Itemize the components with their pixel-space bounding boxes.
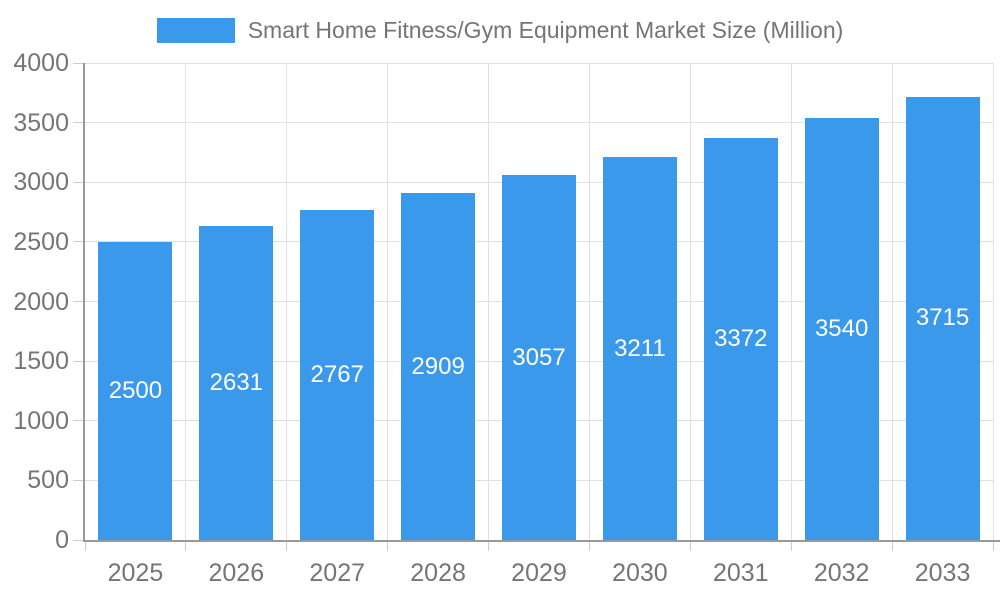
gridline-vertical bbox=[286, 63, 288, 540]
x-axis-label: 2030 bbox=[612, 559, 668, 587]
gridline-vertical bbox=[891, 63, 893, 540]
x-axis-tick bbox=[790, 542, 792, 551]
x-axis-tick bbox=[387, 542, 389, 551]
y-axis-label: 2000 bbox=[13, 287, 69, 316]
y-axis-label: 3500 bbox=[13, 108, 69, 137]
x-axis-label: 2029 bbox=[511, 559, 567, 587]
y-axis-line bbox=[83, 63, 85, 542]
y-axis-tick bbox=[73, 360, 85, 362]
y-axis-tick bbox=[73, 479, 85, 481]
bar-value-label: 3715 bbox=[915, 304, 970, 332]
x-axis-tick bbox=[488, 542, 490, 551]
legend-swatch-icon bbox=[156, 17, 235, 43]
x-axis-tick bbox=[185, 542, 187, 551]
bar bbox=[703, 137, 778, 540]
y-axis-tick bbox=[73, 301, 85, 302]
y-axis-tick bbox=[73, 539, 85, 541]
gridline-horizontal bbox=[85, 122, 993, 124]
x-axis-label: 2032 bbox=[813, 559, 870, 587]
y-axis-label: 2500 bbox=[13, 227, 69, 256]
x-axis-tick bbox=[286, 542, 288, 551]
bar bbox=[300, 210, 375, 540]
bar bbox=[401, 193, 476, 540]
x-axis-line bbox=[83, 540, 1000, 542]
y-axis-tick bbox=[73, 122, 85, 124]
bar-value-label: 3540 bbox=[814, 314, 869, 342]
bar bbox=[502, 175, 576, 540]
gridline-vertical bbox=[588, 63, 590, 540]
x-axis-tick bbox=[588, 542, 590, 551]
x-axis-tick bbox=[84, 542, 86, 551]
bar bbox=[905, 96, 980, 540]
bar bbox=[602, 157, 677, 540]
gridline-vertical bbox=[387, 63, 389, 540]
y-axis-tick bbox=[73, 420, 85, 422]
bar bbox=[804, 117, 879, 540]
x-axis-label: 2033 bbox=[914, 559, 971, 587]
chart-legend[interactable]: Smart Home Fitness/Gym Equipment Market … bbox=[0, 16, 1000, 44]
y-axis-label: 4000 bbox=[13, 49, 69, 77]
x-axis-tick bbox=[992, 542, 994, 551]
bar-value-label: 2767 bbox=[310, 361, 364, 388]
gridline-vertical bbox=[185, 63, 187, 540]
bar bbox=[199, 226, 274, 540]
y-axis-label: 1500 bbox=[13, 347, 69, 376]
y-axis-label: 3000 bbox=[13, 168, 69, 197]
x-axis-label: 2027 bbox=[309, 559, 366, 587]
bar bbox=[98, 241, 173, 540]
y-axis-tick bbox=[73, 62, 85, 64]
y-axis-label: 0 bbox=[55, 526, 69, 554]
bar-value-label: 2500 bbox=[108, 376, 163, 404]
bar-value-label: 3211 bbox=[614, 334, 666, 362]
x-axis-label: 2028 bbox=[410, 559, 466, 587]
x-axis-label: 2031 bbox=[712, 559, 769, 587]
x-axis-label: 2025 bbox=[107, 559, 164, 587]
gridline-vertical bbox=[488, 63, 490, 540]
bar-value-label: 3372 bbox=[714, 324, 768, 352]
y-axis-tick bbox=[73, 181, 85, 183]
bar-value-label: 3057 bbox=[512, 343, 566, 371]
x-axis-label: 2026 bbox=[208, 559, 265, 587]
y-axis-tick bbox=[73, 241, 85, 243]
legend-label: Smart Home Fitness/Gym Equipment Market … bbox=[247, 17, 844, 43]
x-axis-tick bbox=[689, 542, 691, 551]
gridline-horizontal bbox=[85, 62, 993, 64]
bar-value-label: 2909 bbox=[411, 352, 465, 380]
gridline-vertical bbox=[992, 63, 994, 540]
bar-value-label: 2631 bbox=[209, 369, 264, 397]
y-axis-label: 500 bbox=[27, 466, 69, 495]
gridline-vertical bbox=[790, 63, 792, 540]
gridline-vertical bbox=[689, 63, 691, 540]
x-axis-tick bbox=[891, 542, 893, 551]
y-axis-label: 1000 bbox=[13, 406, 69, 435]
